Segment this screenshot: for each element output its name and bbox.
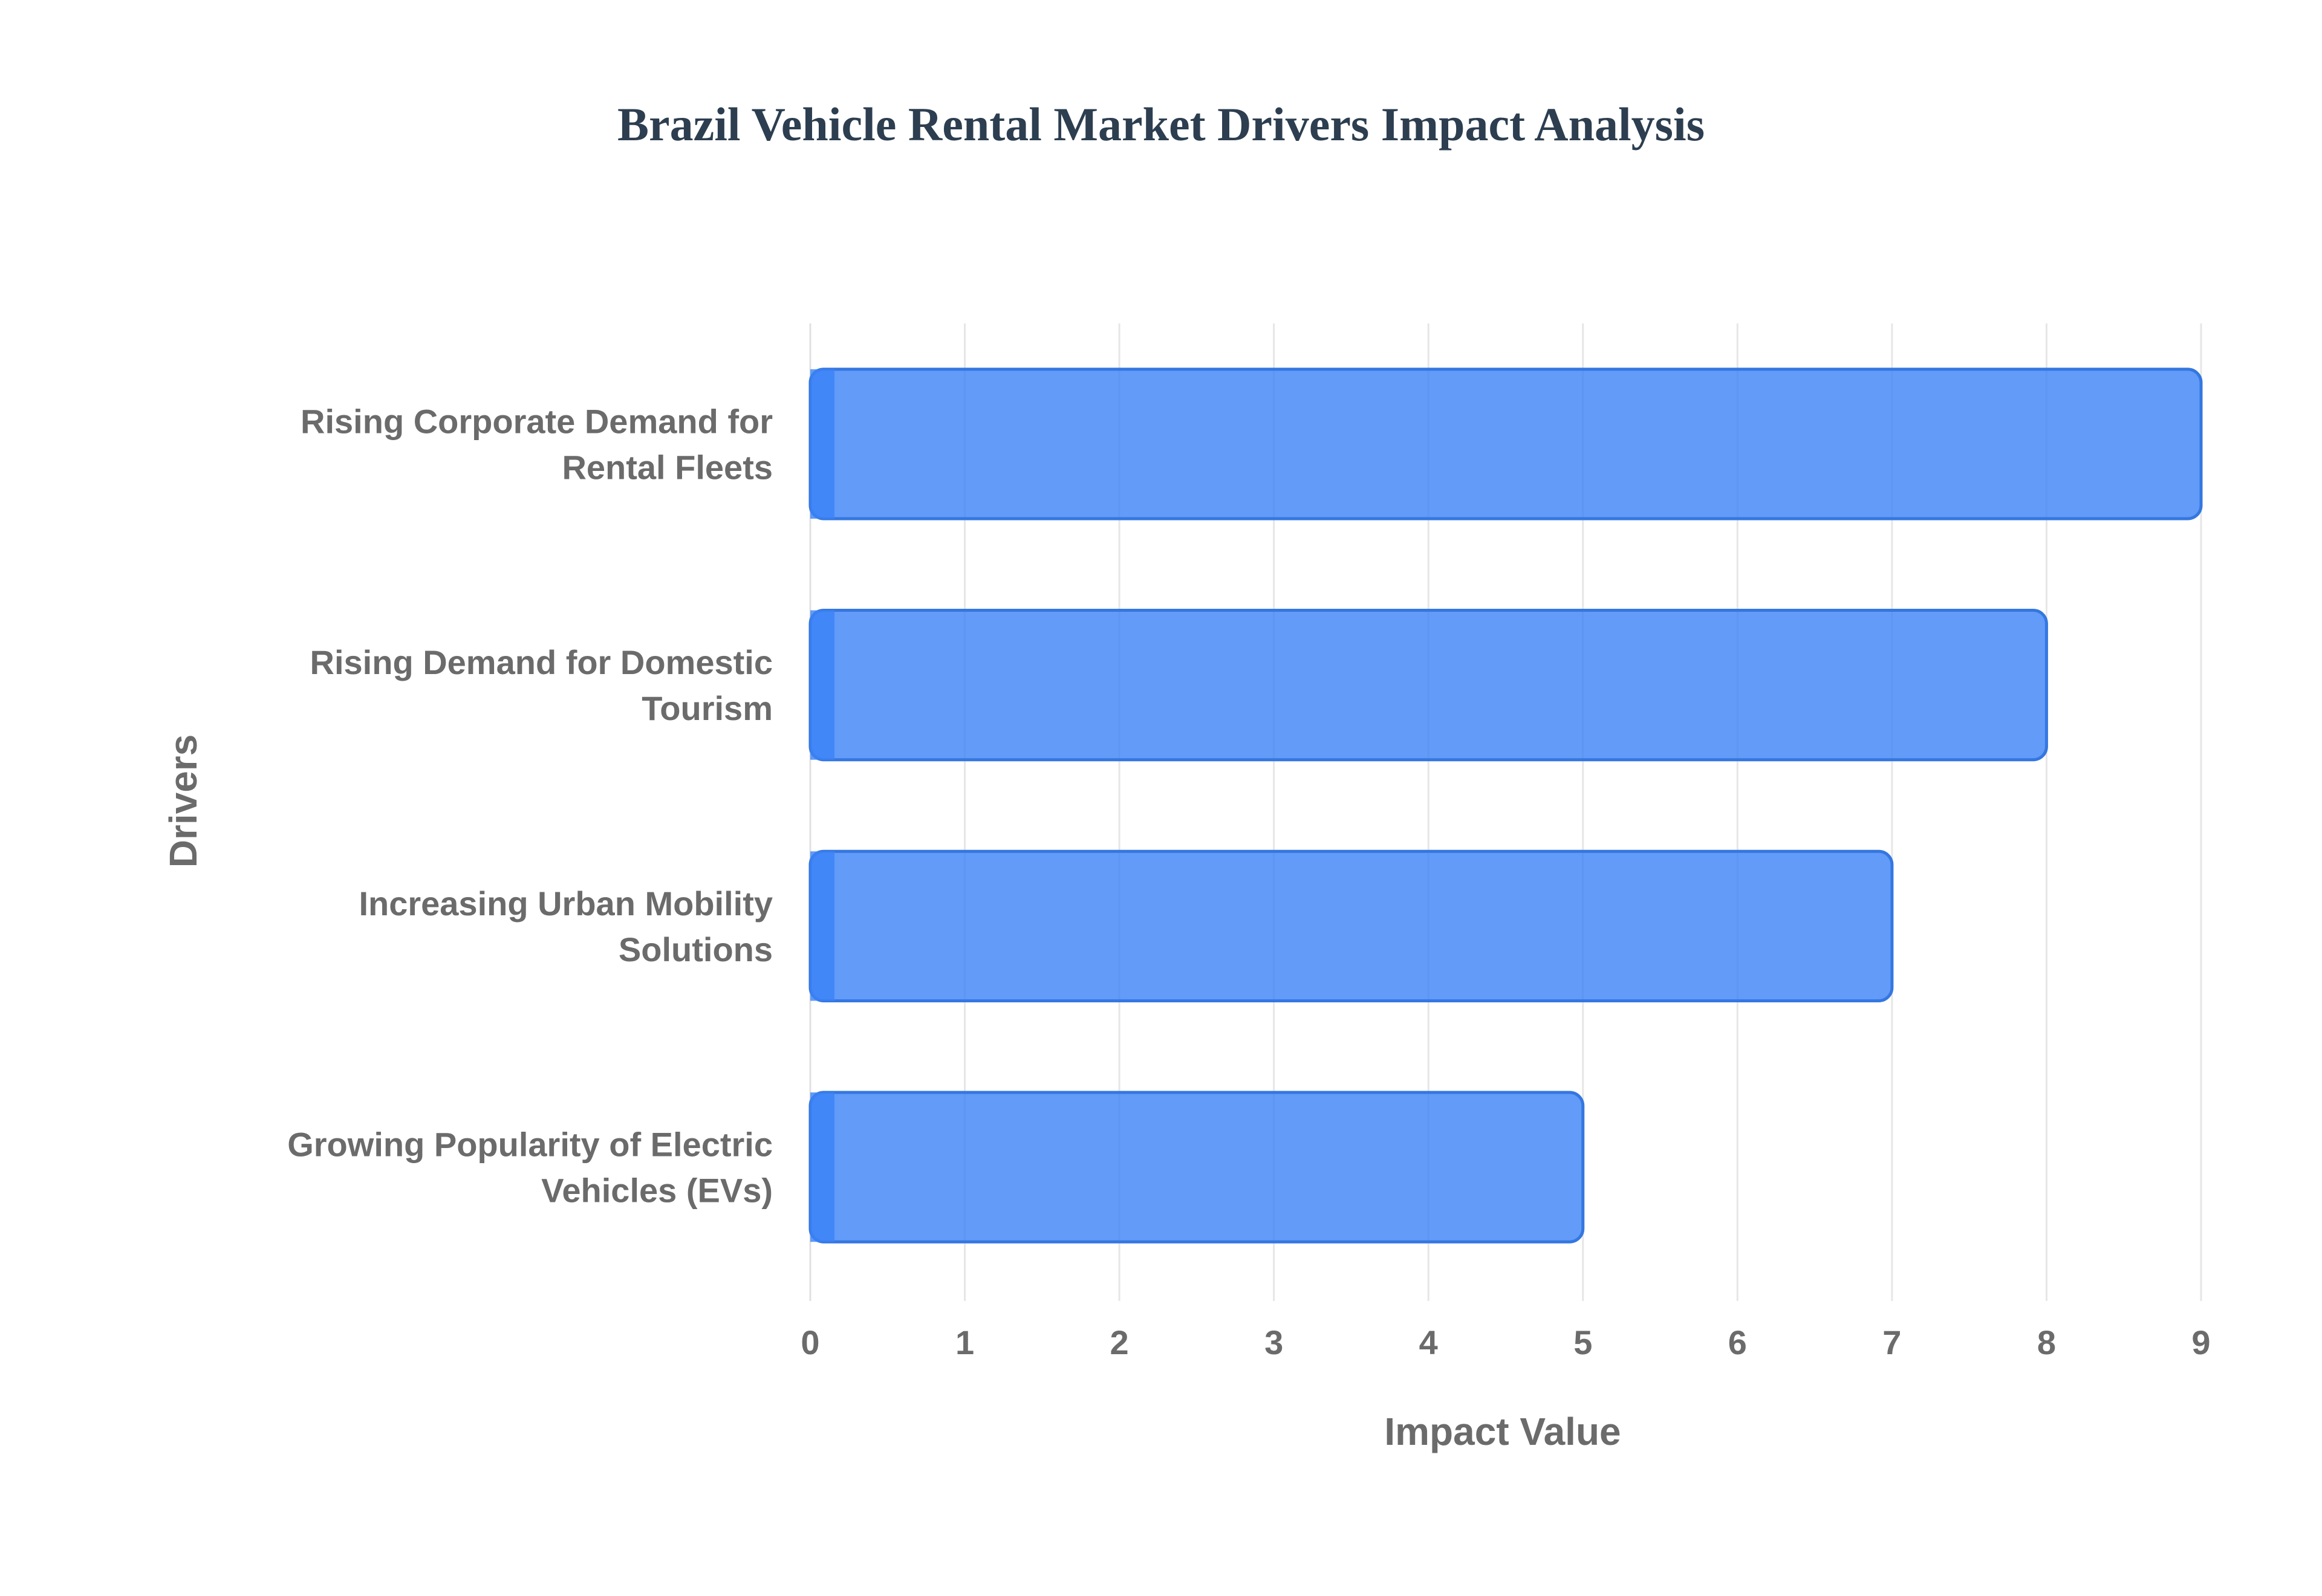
x-tick-label: 3 — [1264, 1323, 1283, 1361]
x-tick-label: 6 — [1728, 1323, 1747, 1361]
bar-left-edge — [810, 369, 834, 519]
x-tick-label: 5 — [1573, 1323, 1592, 1361]
bar — [808, 368, 2203, 521]
chart-title: Brazil Vehicle Rental Market Drivers Imp… — [617, 98, 1705, 151]
y-axis-categories: Rising Corporate Demand for Rental Fleets… — [287, 402, 773, 1209]
category-label-line: Rising Demand for Domestic — [310, 643, 773, 681]
category-label-line: Increasing Urban Mobility — [359, 884, 773, 923]
x-tick-label: 9 — [2191, 1323, 2210, 1361]
bar-left-edge — [810, 851, 834, 1001]
category-label: Growing Popularity of Electric Vehicles (… — [287, 1126, 773, 1210]
bar-left-edge — [810, 1092, 834, 1242]
x-tick-label: 1 — [955, 1323, 974, 1361]
bar — [808, 609, 2048, 762]
x-tick-label: 7 — [1882, 1323, 1901, 1361]
category-label: Rising Demand for Domestic Tourism — [310, 643, 773, 727]
x-tick-label: 4 — [1419, 1323, 1438, 1361]
bars — [808, 368, 2203, 1244]
category-label: Increasing Urban Mobility Solutions — [359, 884, 773, 968]
y-axis-title: Drivers — [161, 735, 205, 868]
x-tick-label: 2 — [1110, 1323, 1129, 1361]
bar — [808, 849, 1894, 1002]
category-label-line: Rising Corporate Demand for — [301, 402, 773, 440]
category-label: Rising Corporate Demand for Rental Fleets — [301, 402, 773, 486]
category-label-line: Tourism — [642, 689, 773, 727]
bar — [808, 1091, 1585, 1244]
x-axis-title: Impact Value — [1384, 1410, 1621, 1453]
category-label-line: Growing Popularity of Electric — [287, 1126, 773, 1164]
x-tick-label: 0 — [801, 1323, 819, 1361]
category-label-line: Solutions — [619, 930, 773, 968]
x-tick-label: 8 — [2037, 1323, 2056, 1361]
category-label-line: Rental Fleets — [562, 448, 773, 486]
category-label-line: Vehicles (EVs) — [541, 1172, 773, 1210]
bar-left-edge — [810, 610, 834, 760]
x-axis-ticks: 0 1 2 3 4 5 6 7 8 9 — [801, 1323, 2210, 1361]
